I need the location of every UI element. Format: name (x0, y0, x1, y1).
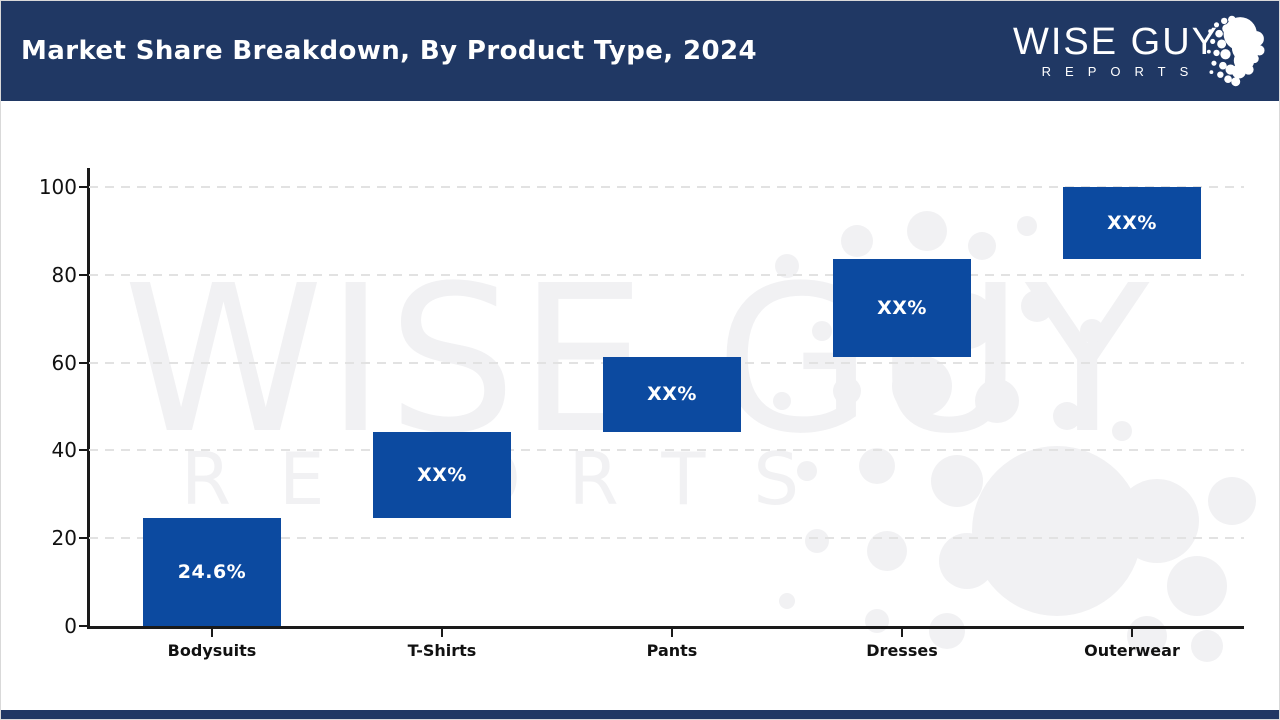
gridline-20 (89, 537, 1244, 540)
logo-subtext: REPORTS (1041, 64, 1203, 79)
bar-bodysuits: 24.6% (143, 518, 281, 626)
y-tick-mark (79, 537, 87, 540)
x-category-label-dresses: Dresses (866, 641, 938, 660)
bar-value-label: 24.6% (177, 560, 247, 583)
gridline-100 (89, 186, 1244, 188)
bar-value-label: XX% (647, 383, 697, 406)
y-tick-label: 20 (51, 526, 77, 551)
x-tick-mark (671, 629, 673, 637)
logo-text: WISE GUY REPORTS (1013, 23, 1219, 79)
x-tick-mark (1131, 629, 1133, 637)
gridline-80 (89, 273, 1244, 276)
bar-value-label: XX% (1107, 211, 1157, 234)
y-tick-mark (79, 449, 87, 452)
y-tick-mark (79, 273, 87, 276)
y-axis-line (87, 168, 90, 629)
bar-t-shirts: XX% (373, 431, 511, 518)
gridline-40 (89, 449, 1244, 452)
x-category-label-pants: Pants (646, 641, 698, 660)
y-tick-label: 60 (51, 350, 77, 375)
header-bar: Market Share Breakdown, By Product Type,… (1, 1, 1279, 101)
x-tick-mark (211, 629, 213, 637)
wiseguy-logo: WISE GUY REPORTS (1013, 11, 1269, 91)
y-tick-label: 40 (51, 438, 77, 463)
y-tick-mark (79, 186, 87, 188)
x-category-label-bodysuits: Bodysuits (167, 641, 257, 660)
chart-title: Market Share Breakdown, By Product Type,… (21, 36, 757, 66)
y-tick-mark (79, 361, 87, 364)
x-axis-line (87, 626, 1244, 629)
y-tick-label: 100 (38, 175, 77, 199)
x-tick-mark (901, 629, 903, 637)
bar-dresses: XX% (833, 258, 971, 357)
y-tick-label: 0 (64, 614, 77, 638)
y-tick-label: 80 (51, 262, 77, 287)
bar-outerwear: XX% (1063, 187, 1201, 259)
y-tick-mark (79, 625, 87, 627)
bar-value-label: XX% (877, 296, 927, 319)
x-tick-mark (441, 629, 443, 637)
logo-wordmark: WISE GUY (1012, 21, 1219, 63)
bar-value-label: XX% (417, 463, 467, 486)
x-category-label-t-shirts: T-Shirts (407, 641, 477, 660)
bar-pants: XX% (603, 356, 741, 432)
footer-bar (1, 710, 1279, 719)
logo-head-icon (1206, 15, 1265, 87)
x-category-label-outerwear: Outerwear (1084, 641, 1180, 660)
